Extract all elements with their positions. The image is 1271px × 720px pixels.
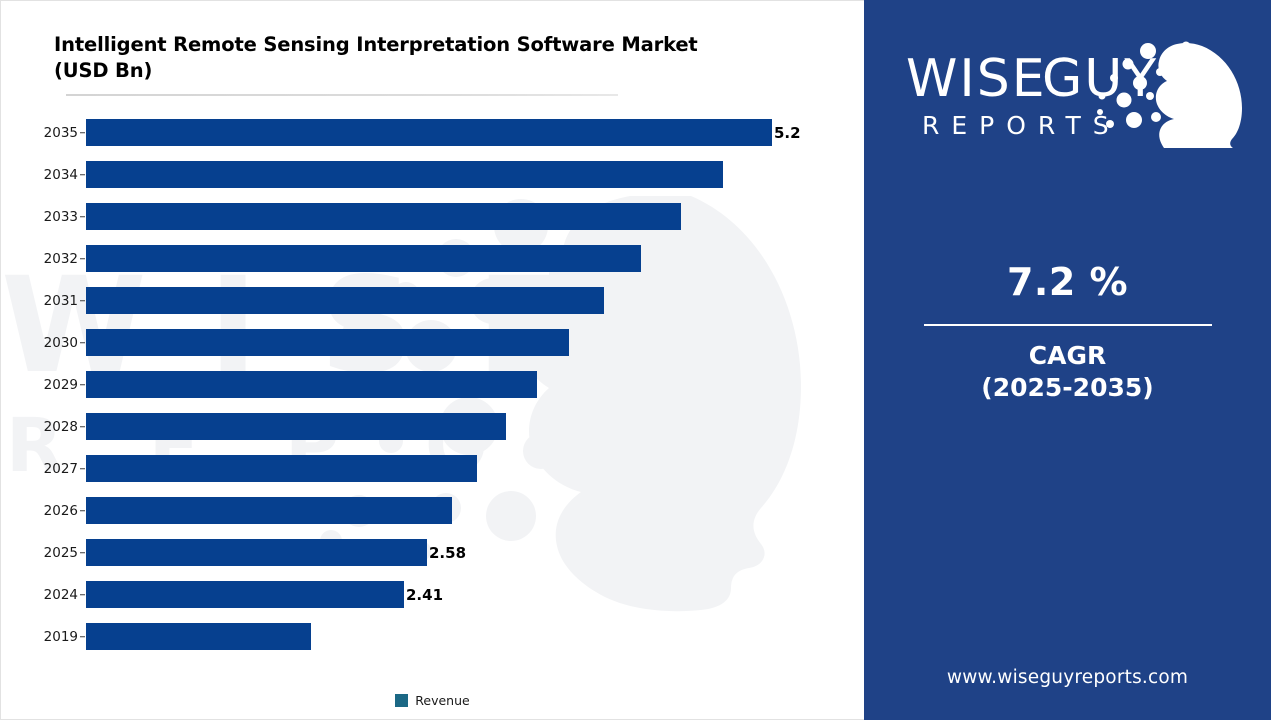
bar-row: 2027 [44,455,477,482]
bar-rect [86,245,641,272]
axis-tick-mark [80,551,85,554]
axis-tick-mark [80,509,85,512]
bar-row: 2025 2.58 [44,539,466,566]
bar-row: 2028 [44,413,506,440]
axis-tick-mark [80,299,85,302]
bar-rect [86,287,604,314]
bar-category-label: 2025 [43,544,78,561]
bar-category-label: 2024 [43,586,78,603]
cagr-label-line-2: (2025-2035) [981,373,1154,403]
bar-category-label: 2029 [43,376,78,393]
bar-category-label: 2028 [43,418,78,435]
bar-rect [86,497,452,524]
bar-category-label: 2019 [43,628,78,645]
cagr-label-line-1: CAGR [1028,341,1107,371]
chart-title-line-1: Intelligent Remote Sensing Interpretatio… [54,33,698,56]
brand-panel: WISE GUY REPORTS [864,0,1271,720]
bar-row: 2019 [44,623,311,650]
chart-title: Intelligent Remote Sensing Interpretatio… [54,32,844,83]
title-divider [66,94,618,96]
bar-row: 2032 [44,245,641,272]
axis-tick-mark [80,593,85,596]
bar-plot-area: 2035 5.2 2034 2033 2032 2031 2030 2029 2028 2027 2… [1,1,864,719]
svg-text:REPORTS: REPORTS [922,111,1121,140]
bar-value-label: 5.2 [774,123,801,142]
bar-row: 2030 [44,329,569,356]
bar-category-label: 2033 [43,208,78,225]
axis-tick-mark [80,173,85,176]
cagr-value: 7.2 % [1006,260,1129,304]
bar-category-label: 2030 [43,334,78,351]
bar-rect [86,371,537,398]
bar-rect [86,581,404,608]
bar-category-label: 2034 [43,166,78,183]
axis-tick-mark [80,635,85,638]
bar-row: 2034 [44,161,723,188]
axis-tick-mark [80,257,85,260]
bar-category-label: 2026 [43,502,78,519]
chart-panel: W I S E G U Y R E P O R T S [0,0,864,720]
bar-rect [86,329,569,356]
chart-legend: Revenue [1,693,864,708]
legend-label-revenue: Revenue [415,693,470,708]
cagr-block: 7.2 % CAGR (2025-2035) [864,260,1271,404]
bar-value-label: 2.41 [406,585,444,604]
axis-tick-mark [80,215,85,218]
bar-category-label: 2032 [43,250,78,267]
bar-category-label: 2035 [43,124,78,141]
bar-category-label: 2027 [43,460,78,477]
chart-title-line-2: (USD Bn) [54,58,153,82]
bar-row: 2029 [44,371,537,398]
bar-rect [86,203,681,230]
legend-swatch-revenue [395,694,409,707]
bar-rect [86,161,723,188]
website-url: www.wiseguyreports.com [946,667,1189,688]
bar-value-label: 2.58 [429,543,467,562]
bar-row: 2033 [44,203,681,230]
bar-rect [86,413,506,440]
cagr-label: CAGR (2025-2035) [864,340,1271,404]
bar-row: 2035 5.2 [44,119,801,146]
svg-text:WISE: WISE [906,49,1047,109]
bar-category-label: 2031 [43,292,78,309]
wiseguyreports-logo: WISE GUY REPORTS [906,41,1242,148]
axis-tick-mark [80,341,85,344]
axis-tick-mark [80,383,85,386]
bar-row: 2024 2.41 [44,581,443,608]
axis-tick-mark [80,425,85,428]
bar-rect [86,119,772,146]
bar-row: 2026 [44,497,452,524]
axis-tick-mark [80,467,85,470]
cagr-divider [923,323,1212,327]
bar-rect [86,623,311,650]
bar-rect [86,455,477,482]
bar-rect [86,539,427,566]
axis-tick-mark [80,131,85,134]
bar-row: 2031 [44,287,604,314]
